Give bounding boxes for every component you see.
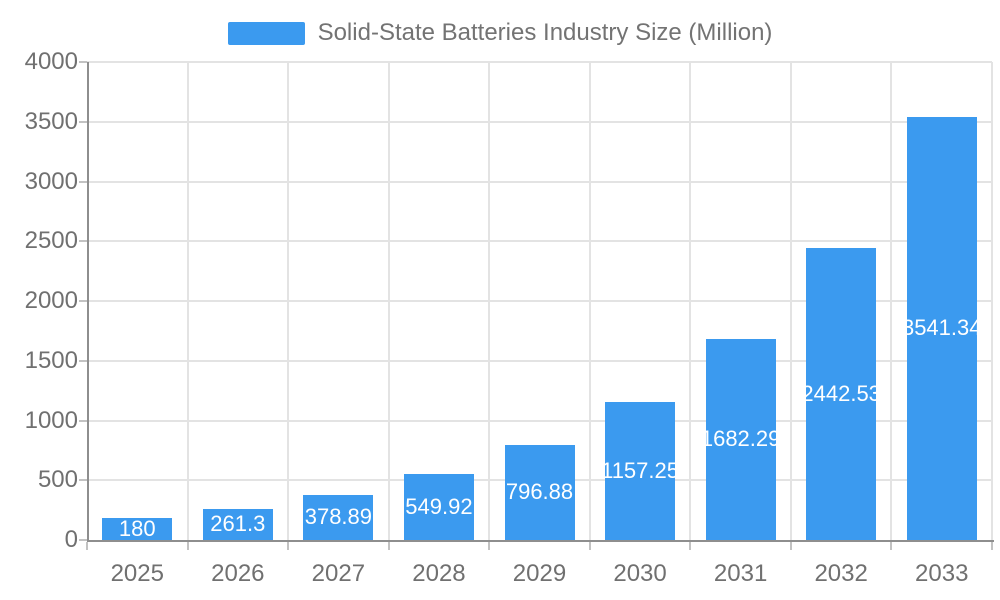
y-gridline (87, 61, 992, 63)
x-axis-label: 2030 (613, 560, 667, 587)
x-gridline (789, 62, 792, 540)
x-axis-label: 2031 (713, 560, 768, 587)
x-axis-tick (991, 542, 993, 550)
y-axis-tick (79, 359, 87, 362)
x-axis-tick (86, 542, 88, 550)
y-axis-line (87, 62, 89, 542)
y-axis-tick (79, 419, 87, 422)
y-axis-label: 3500 (24, 107, 78, 135)
legend-label: Solid-State Batteries Industry Size (Mil… (317, 19, 773, 46)
x-axis-label: 2027 (311, 560, 366, 587)
bar-2025[interactable] (102, 518, 172, 540)
bar-2026[interactable] (203, 508, 273, 540)
y-axis-tick (79, 300, 87, 302)
y-gridline (87, 180, 992, 183)
x-axis-label: 2029 (512, 560, 567, 587)
legend-swatch (227, 21, 305, 45)
y-axis-label: 0 (64, 526, 78, 553)
bar-2027[interactable] (303, 494, 373, 540)
x-gridline (186, 62, 189, 540)
y-axis-label: 1500 (24, 346, 78, 374)
x-gridline (387, 62, 390, 540)
y-axis-label: 3000 (24, 167, 78, 195)
x-gridline (991, 62, 993, 540)
x-axis-tick (287, 542, 290, 550)
bar-2029[interactable] (505, 444, 575, 540)
y-axis-label: 500 (37, 466, 78, 494)
x-axis-label: 2032 (814, 560, 868, 587)
x-axis-label: 2033 (915, 560, 969, 587)
y-axis-tick (79, 120, 87, 123)
x-axis-label: 2025 (110, 560, 164, 587)
x-gridline (588, 62, 591, 540)
y-gridline (87, 359, 992, 362)
x-axis-line (87, 540, 994, 542)
y-axis-tick (79, 539, 87, 541)
y-axis-label: 1000 (24, 406, 78, 434)
x-gridline (488, 62, 491, 540)
x-gridline (890, 62, 893, 540)
y-gridline (87, 120, 992, 123)
legend-item[interactable]: Solid-State Batteries Industry Size (Mil… (0, 18, 1000, 48)
y-gridline (87, 300, 992, 302)
bar-2033[interactable] (907, 116, 977, 540)
y-gridline (87, 240, 992, 243)
bar-2028[interactable] (404, 474, 474, 540)
x-axis-tick (588, 542, 591, 550)
x-gridline (689, 62, 692, 540)
x-axis-tick (186, 542, 189, 550)
x-axis-tick (488, 542, 491, 550)
y-axis-label: 4000 (24, 48, 78, 75)
bar-2032[interactable] (806, 248, 876, 540)
y-axis-tick (79, 240, 87, 243)
bar-2030[interactable] (605, 401, 675, 540)
y-axis-tick (79, 180, 87, 183)
y-axis-label: 2500 (24, 227, 78, 255)
bar-2031[interactable] (706, 338, 776, 540)
y-axis-tick (79, 479, 87, 482)
x-axis-tick (789, 542, 792, 550)
x-axis-tick (890, 542, 893, 550)
y-gridline (87, 419, 992, 422)
x-axis-label: 2028 (412, 560, 466, 587)
y-axis-label: 2000 (24, 287, 78, 314)
x-axis-label: 2026 (211, 560, 265, 587)
x-axis-tick (689, 542, 692, 550)
y-axis-tick (79, 61, 87, 63)
x-gridline (287, 62, 290, 540)
x-axis-tick (387, 542, 390, 550)
